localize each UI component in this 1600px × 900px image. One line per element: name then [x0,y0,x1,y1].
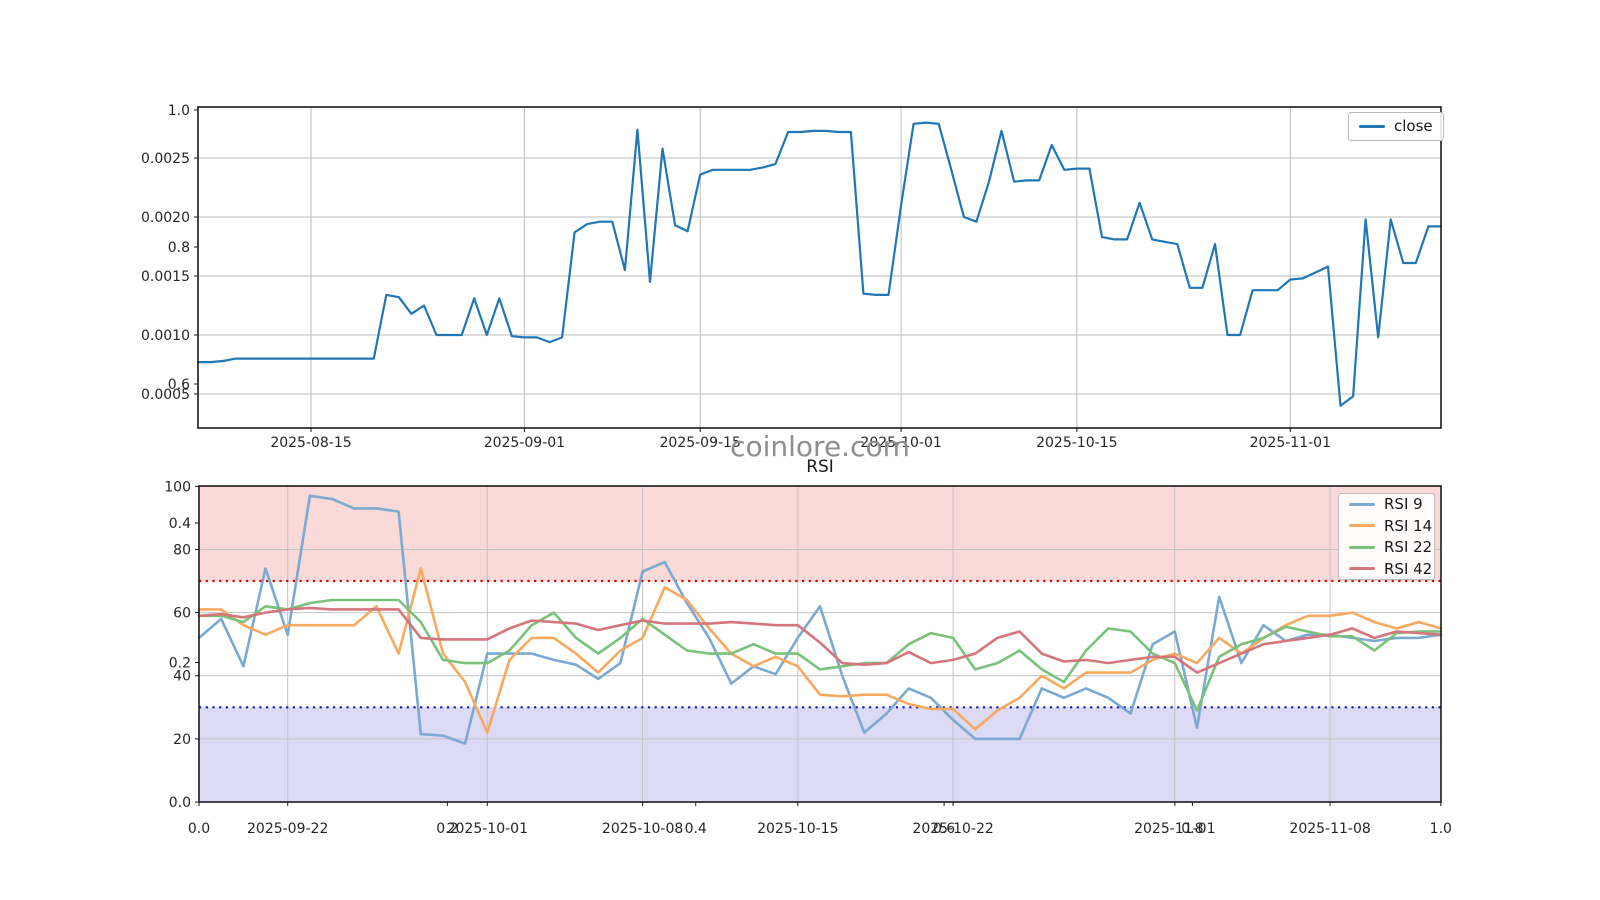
x-tick-secondary-label: 0.6 [933,821,955,837]
x-tick-label: 2025-10-08 [602,821,683,837]
y-tick-label: 40 [173,669,191,685]
y-tick-secondary-label: 0.8 [168,240,190,256]
close-line [196,121,1442,407]
y-tick-label: 0.0005 [141,387,190,403]
legend-label: RSI 42 [1384,559,1433,578]
y-tick-secondary-label: 0.2 [169,656,191,672]
y-tick-label: 0.0010 [141,328,190,344]
y-tick-secondary-label: 0.6 [168,377,190,393]
y-tick-secondary-label: 1.0 [168,103,190,119]
legend-entry-close: close [1359,118,1433,135]
x-tick-secondary-label: 0.0 [188,821,210,837]
legend-entry-rsi-42: RSI 42 [1349,560,1432,578]
x-tick-label: 2025-09-22 [247,821,328,837]
x-tick-label: 2025-10-01 [447,821,528,837]
axis-labels: 0.0025 0.0020 0.0015 0.0010 0.0005 1.0 0.8 0.6 2… [141,103,1331,451]
x-tick-label: 2025-10-15 [1036,435,1117,451]
y-tick-label: 80 [173,543,191,559]
legend-label: RSI 9 [1384,495,1423,513]
legend-entry-rsi-14: RSI 14 [1349,517,1432,535]
overbought-band [199,486,1441,581]
y-tick-label: 0.0015 [141,269,190,285]
legend-label: RSI 22 [1384,538,1433,556]
rsi-chart-title: RSI [806,457,834,477]
rsi-9-swatch [1349,502,1375,506]
rsi-14-swatch [1349,524,1375,528]
x-tick-label: 2025-11-01 [1134,821,1215,837]
y-tick-label: 0.0 [169,795,191,811]
plot-border [197,106,1442,429]
y-tick-label: 60 [173,606,191,622]
rsi-9-line [197,494,1443,745]
y-tick-secondary-label: 0.4 [169,516,191,532]
y-tick-label: 20 [173,732,191,748]
x-tick-label: 2025-09-15 [660,435,741,451]
rsi-42-swatch [1349,567,1375,571]
x-tick-secondary-label: 1.0 [1430,821,1452,837]
x-tick-secondary-label: 0.2 [436,821,458,837]
rsi-22-line [197,598,1443,712]
oversold-band [199,707,1441,802]
y-tick-label: 0.0025 [141,151,190,167]
gridlines [198,107,1441,428]
legend-entry-rsi-22: RSI 22 [1349,539,1432,556]
rsi-plot: 100 80 60 40 20 0.0 0.4 0.2 2025-09-22 2025-10-01… [164,479,1452,837]
x-tick-label: 2025-10-22 [912,821,993,837]
x-tick-label: 2025-09-01 [484,435,565,451]
x-tick-secondary-label: 0.4 [685,821,707,837]
x-tick-label: 2025-11-08 [1289,821,1370,837]
price-plot: 0.0025 0.0020 0.0015 0.0010 0.0005 1.0 0.8 0.6 2… [141,103,1442,451]
y-tick-label: 100 [164,479,191,495]
rsi-42-line [197,606,1443,674]
close-line-swatch [1359,125,1385,128]
y-tick-label: 0.0020 [141,210,190,226]
x-tick-secondary-label: 0.8 [1181,821,1203,837]
x-tick-label: 2025-10-15 [757,821,838,837]
rsi-legend: RSI 9 RSI 14 RSI 22 RSI 42 [1338,493,1435,580]
legend-entry-rsi-9: RSI 9 [1349,496,1424,513]
plot-border [198,485,1442,803]
axis-labels: 100 80 60 40 20 0.0 0.4 0.2 2025-09-22 2025-10-01… [164,479,1452,837]
x-tick-label: 2025-10-01 [860,435,941,451]
rsi-22-swatch [1349,545,1375,549]
x-tick-label: 2025-08-15 [270,435,351,451]
close-legend-label: close [1394,117,1433,136]
price-legend: close [1348,112,1444,141]
legend-label: RSI 14 [1384,516,1433,535]
x-tick-label: 2025-11-01 [1250,435,1331,451]
coinlore-watermark: coinlore.com [730,430,910,463]
